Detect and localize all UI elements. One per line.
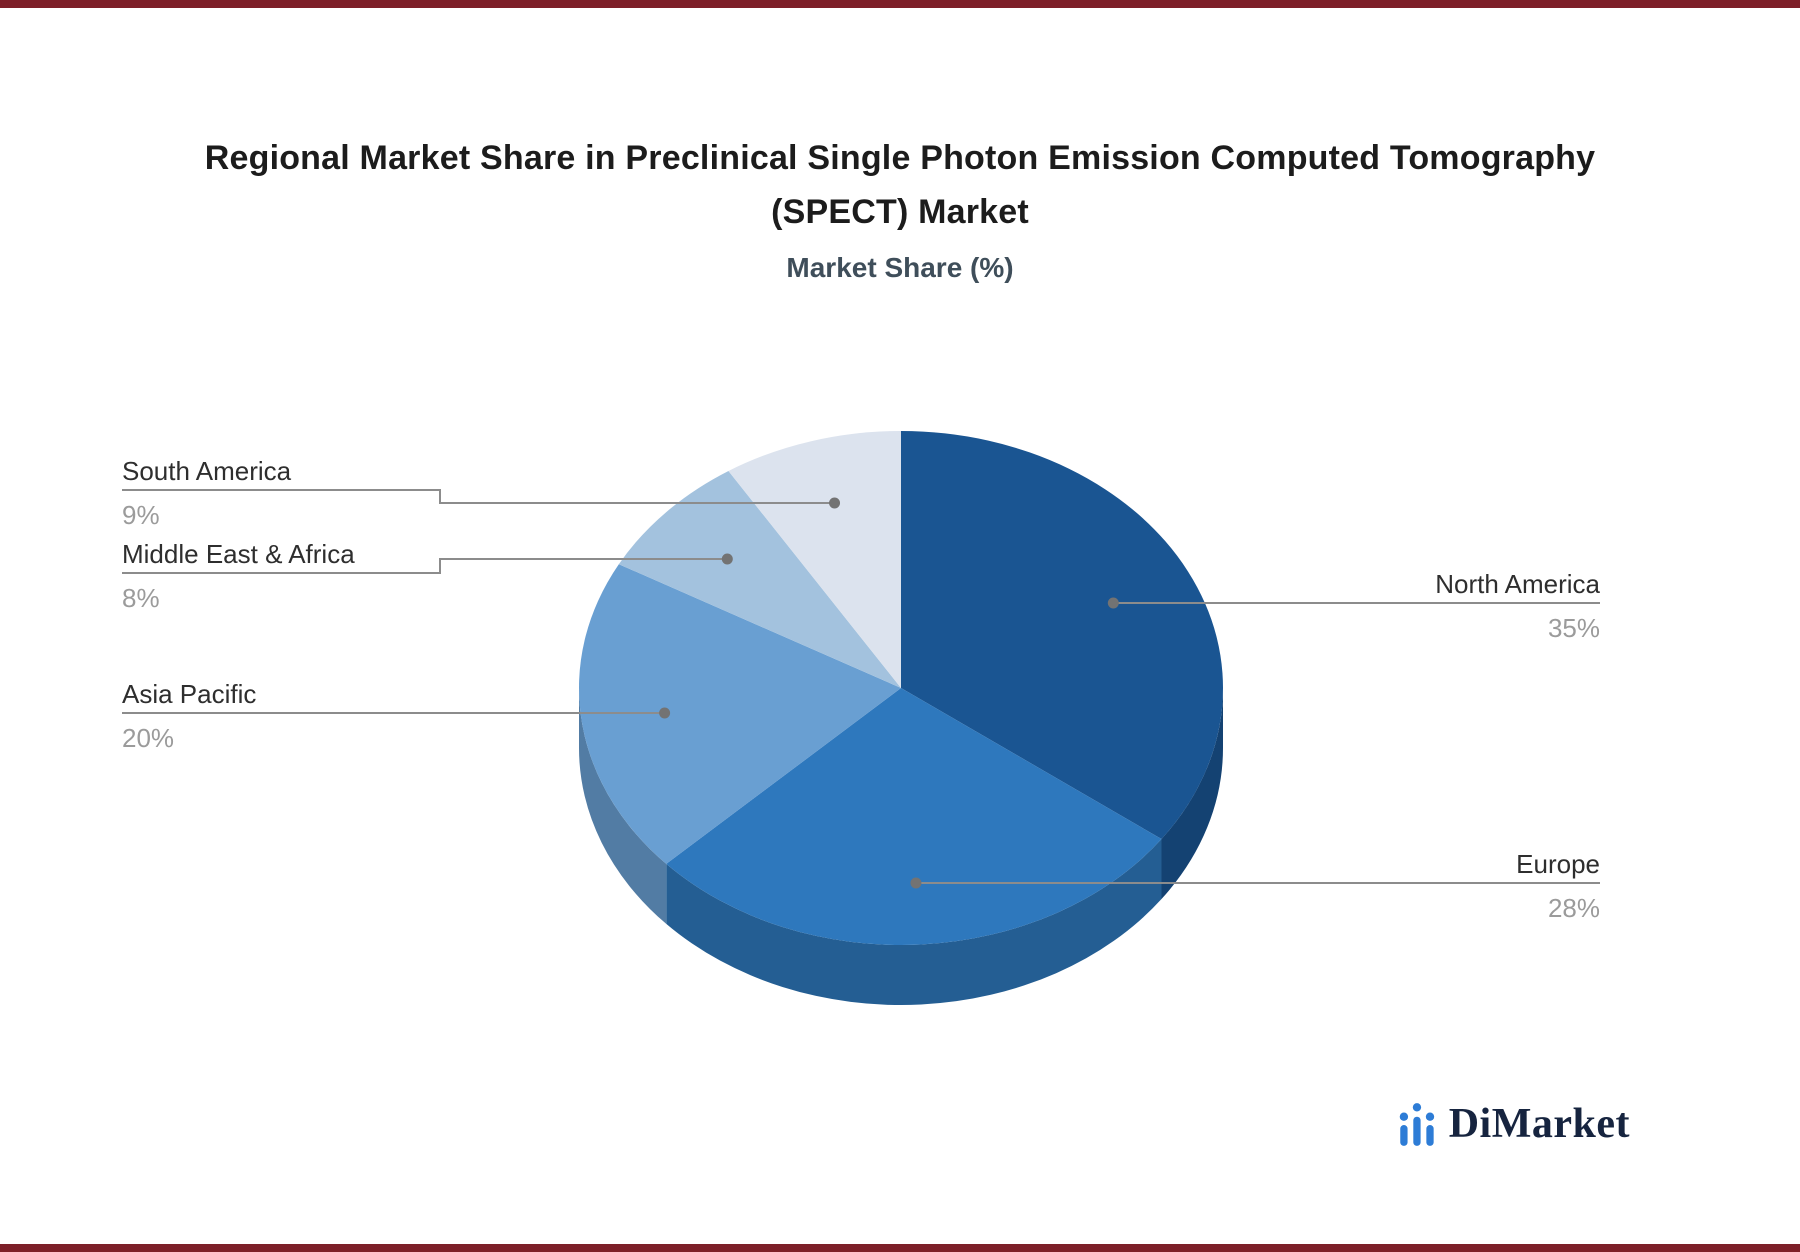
leader-lines (122, 489, 1600, 889)
pie-slice-asia-pacific[interactable] (578, 564, 901, 864)
chart-title: Regional Market Share in Preclinical Sin… (0, 131, 1800, 239)
slice-label-middle-east-africa: Middle East & Africa (122, 539, 355, 569)
pie-slices (578, 431, 1223, 945)
chart-title-line-1: Regional Market Share in Preclinical Sin… (204, 139, 1596, 177)
pie-slice-europe[interactable] (666, 688, 1162, 945)
pie-side-walls (579, 688, 1223, 1005)
slice-label-asia-pacific: Asia Pacific (122, 679, 256, 709)
leader-dot-middle-east-africa (721, 553, 733, 565)
slice-label-europe: Europe (1516, 849, 1600, 879)
leader-dot-europe (910, 877, 922, 889)
slice-value-asia-pacific: 20% (122, 723, 174, 753)
pie-slice-wall-north-america (1161, 688, 1223, 900)
pie-slice-wall-europe (666, 839, 1162, 1005)
leader-dot-north-america (1107, 597, 1119, 609)
slice-value-middle-east-africa: 8% (122, 583, 160, 613)
pie-slice-wall-asia-pacific (579, 688, 667, 924)
pie-slice-north-america[interactable] (901, 431, 1223, 840)
leader-dot-south-america (829, 497, 841, 509)
slice-value-europe: 28% (1548, 893, 1600, 923)
brand-logo: DiMarket (1397, 1100, 1630, 1148)
page-border-bottom (0, 1244, 1800, 1252)
chart-subtitle: Market Share (%) (786, 252, 1014, 283)
pie-slice-south-america[interactable] (728, 431, 901, 688)
bar-chart-icon (1399, 1103, 1434, 1146)
leader-line-middle-east-africa (122, 558, 728, 574)
slice-value-north-america: 35% (1548, 613, 1600, 643)
slice-label-south-america: South America (122, 456, 292, 486)
slice-label-north-america: North America (1435, 569, 1600, 599)
brand-name: DiMarket (1448, 1101, 1630, 1147)
chart-title-line-2: (SPECT) Market (771, 193, 1029, 231)
leader-line-south-america (122, 489, 835, 504)
page-border-top (0, 0, 1800, 8)
leader-dot-asia-pacific (659, 707, 671, 719)
slice-labels: North America 35% Europe 28% Asia Pacific 20%… (122, 456, 1601, 923)
slice-value-south-america: 9% (122, 500, 160, 530)
pie-slice-middle-east-africa[interactable] (618, 471, 901, 688)
